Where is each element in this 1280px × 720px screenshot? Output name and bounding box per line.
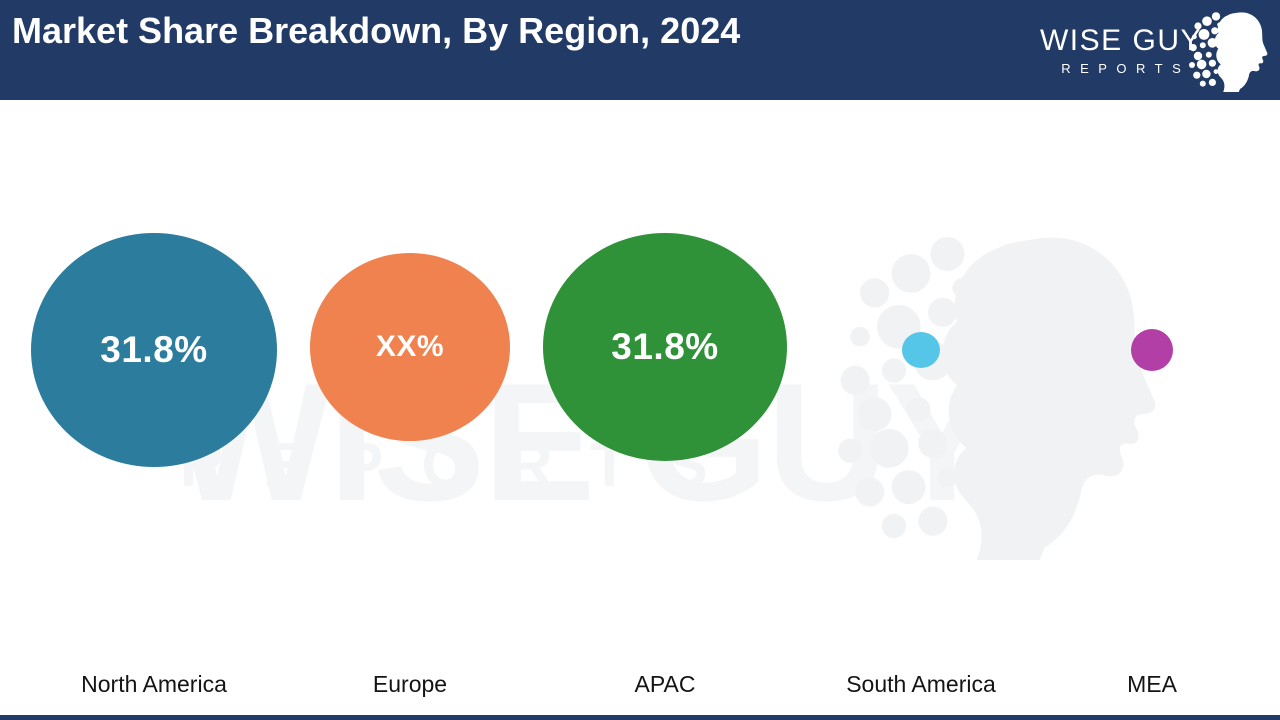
page-title: Market Share Breakdown, By Region, 2024 bbox=[12, 10, 741, 51]
header-bar: Market Share Breakdown, By Region, 2024 … bbox=[0, 0, 1280, 100]
category-label-apac: APAC bbox=[634, 671, 696, 697]
bubble-value-europe: XX% bbox=[375, 330, 445, 363]
logo-subtitle-text: REPORTS bbox=[1061, 61, 1191, 76]
bubble-south-america bbox=[902, 332, 940, 368]
logo-name-text: WISE GUY bbox=[1039, 24, 1202, 57]
wise-guy-reports-logo: WISE GUY REPORTS bbox=[1035, 4, 1270, 96]
category-label-mea: MEA bbox=[1127, 671, 1177, 697]
bubble-north-america: 31.8% bbox=[31, 233, 277, 467]
watermark-head-profile bbox=[838, 237, 1156, 560]
category-label-north-america: North America bbox=[81, 671, 227, 697]
bubble-apac: 31.8% bbox=[543, 233, 787, 461]
footer-strip bbox=[0, 715, 1280, 720]
bubble-mea bbox=[1131, 329, 1173, 371]
category-label-south-america: South America bbox=[846, 671, 996, 697]
bubble-value-north-america: 31.8% bbox=[100, 329, 208, 370]
head-profile-icon bbox=[1189, 12, 1268, 92]
bubble-value-apac: 31.8% bbox=[611, 326, 719, 367]
category-label-europe: Europe bbox=[372, 671, 448, 697]
logo-text: WISE GUY REPORTS bbox=[1040, 24, 1202, 76]
bubble-europe: XX% bbox=[310, 253, 510, 441]
